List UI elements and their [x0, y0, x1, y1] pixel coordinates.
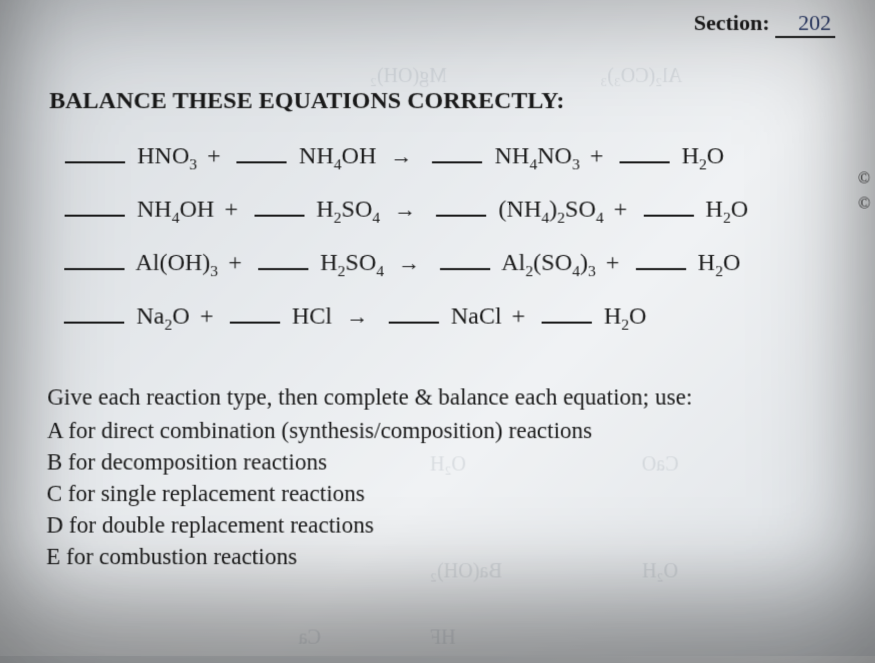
chemical-formula: NH4OH [137, 197, 215, 223]
coefficient-blank[interactable] [619, 161, 669, 163]
chemical-formula: Al2(SO4)3 [501, 250, 596, 276]
ghost-text: Mg(OH)₂ [370, 65, 447, 88]
instructions-block: Give each reaction type, then complete &… [46, 381, 839, 572]
coefficient-blank[interactable] [64, 322, 124, 324]
copyright-icon: © [858, 196, 870, 214]
reaction-arrow-icon: → [398, 250, 420, 276]
chemical-formula: NH4OH [299, 143, 376, 169]
instruction-option: B for decomposition reactions [47, 446, 839, 478]
coefficient-blank[interactable] [65, 161, 125, 163]
chemical-formula: H2SO4 [316, 197, 380, 223]
section-value-handwritten: 202 [775, 10, 835, 38]
chemical-formula: (NH4)2SO4 [499, 197, 604, 223]
coefficient-blank[interactable] [65, 215, 125, 217]
plus-sign: + [207, 143, 221, 169]
worksheet-title: BALANCE THESE EQUATIONS CORRECTLY: [49, 88, 836, 115]
copyright-icon: © [858, 170, 870, 188]
chemical-formula: HCl [292, 303, 332, 329]
equation-row: Al(OH)3 + H2SO4 → Al2(SO4)3 + H2O [58, 250, 837, 277]
chemical-formula: H2SO4 [320, 250, 384, 276]
coefficient-blank[interactable] [254, 215, 304, 217]
chemical-formula: Al(OH)3 [135, 250, 218, 276]
coefficient-blank[interactable] [237, 161, 287, 163]
chemical-formula: H2O [698, 250, 741, 276]
plus-sign: + [614, 197, 628, 223]
chemical-formula: H2O [604, 303, 647, 329]
coefficient-blank[interactable] [432, 161, 482, 163]
coefficient-blank[interactable] [388, 322, 438, 324]
coefficient-blank[interactable] [440, 268, 490, 270]
equation-row: Na2O + HCl → NaCl + H2O [58, 303, 837, 330]
coefficient-blank[interactable] [643, 215, 693, 217]
plus-sign: + [200, 303, 214, 329]
plus-sign: + [224, 197, 238, 223]
coefficient-blank[interactable] [64, 268, 124, 270]
equation-row: HNO3 + NH4OH → NH4NO3 + H2O [59, 143, 836, 170]
equations-list: HNO3 + NH4OH → NH4NO3 + H2O NH4OH + H2SO… [48, 143, 838, 330]
section-label: Section: [694, 10, 770, 35]
instruction-option: E for combustion reactions [46, 541, 839, 573]
coefficient-blank[interactable] [230, 322, 280, 324]
chemical-formula: HNO3 [137, 143, 197, 169]
section-header: Section: 202 [50, 10, 836, 38]
coefficient-blank[interactable] [636, 268, 686, 270]
instruction-option: A for direct combination (synthesis/comp… [47, 415, 838, 446]
plus-sign: + [606, 250, 620, 276]
plus-sign: + [590, 143, 604, 169]
chemical-formula: NH4NO3 [495, 143, 580, 169]
plus-sign: + [512, 303, 526, 329]
reaction-arrow-icon: → [390, 143, 412, 169]
coefficient-blank[interactable] [541, 322, 591, 324]
chemical-formula: H2O [682, 143, 725, 169]
ghost-text: Al₂(CO₃)₃ [600, 65, 682, 88]
worksheet-page: Section: 202 Mg(OH)₂ Al₂(CO₃)₃ O₂H CaO B… [0, 0, 875, 593]
reaction-arrow-icon: → [394, 197, 416, 223]
coefficient-blank[interactable] [258, 268, 308, 270]
chemical-formula: Na2O [136, 303, 190, 329]
coefficient-blank[interactable] [436, 215, 486, 217]
ghost-text: Ca [298, 626, 321, 650]
instruction-option: D for double replacement reactions [46, 509, 838, 541]
instruction-option: C for single replacement reactions [47, 478, 839, 510]
chemical-formula: NaCl [451, 303, 502, 329]
reaction-arrow-icon: → [346, 303, 368, 329]
plus-sign: + [228, 250, 242, 276]
instructions-lead: Give each reaction type, then complete &… [47, 381, 838, 412]
chemical-formula: H2O [706, 197, 749, 223]
equation-row: NH4OH + H2SO4 → (NH4)2SO4 + H2O [59, 197, 837, 224]
ghost-text: HF [430, 626, 456, 650]
